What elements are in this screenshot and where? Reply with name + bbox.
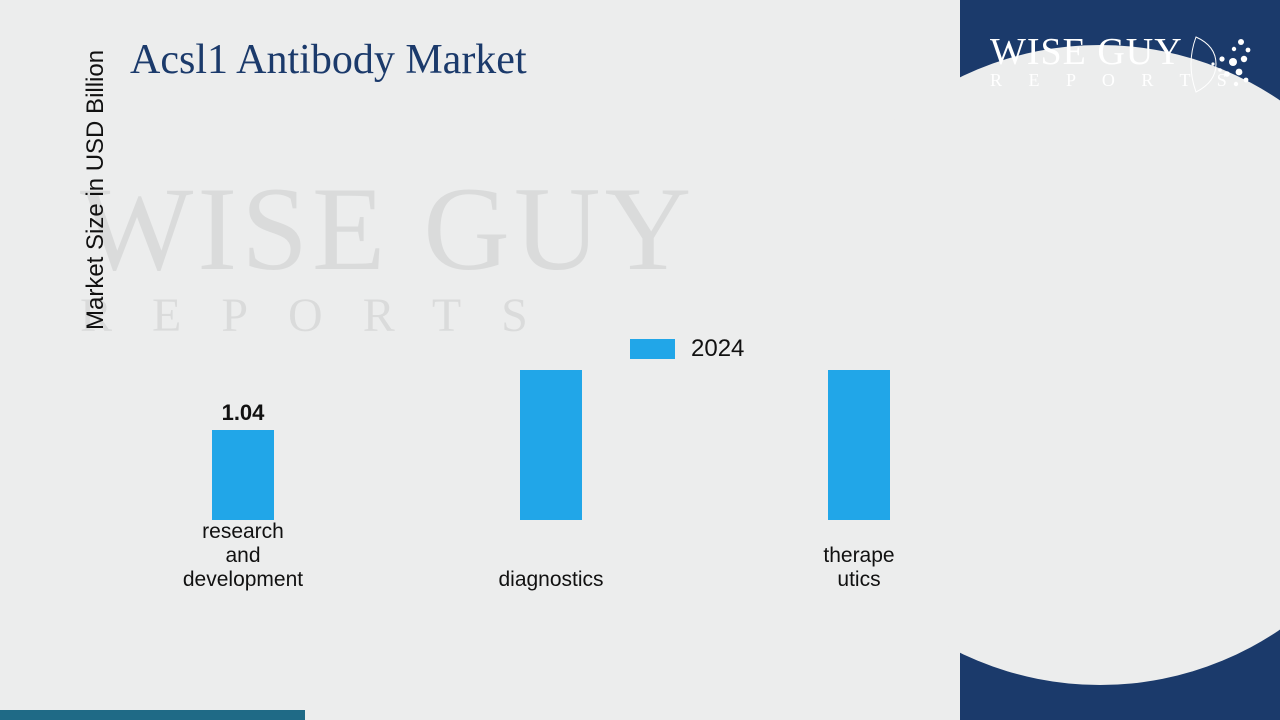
- chart-title: Acsl1 Antibody Market: [130, 36, 527, 84]
- bar-2: therapeutics: [828, 370, 890, 520]
- legend-label: 2024: [691, 335, 744, 363]
- y-axis-label: Market Size in USD Billion: [82, 50, 110, 330]
- bar-category-label: researchanddevelopment: [163, 520, 323, 592]
- brand-logo-dots-icon: [1186, 32, 1256, 97]
- bar-1: diagnostics: [520, 370, 582, 520]
- chart-legend: 2024: [630, 335, 744, 363]
- bar-chart: 2024 researchanddevelopment1.04 diagnosti…: [120, 120, 940, 540]
- brand-logo: WISE GUY R E P O R T S: [990, 30, 1250, 91]
- bar-category-label: diagnostics: [486, 568, 616, 592]
- legend-swatch: [630, 339, 675, 359]
- bottom-accent-bar: [0, 710, 305, 720]
- bar-category-label: therapeutics: [779, 544, 939, 592]
- bar-value-label: 1.04: [193, 400, 293, 426]
- bar-0: researchanddevelopment1.04: [212, 430, 274, 520]
